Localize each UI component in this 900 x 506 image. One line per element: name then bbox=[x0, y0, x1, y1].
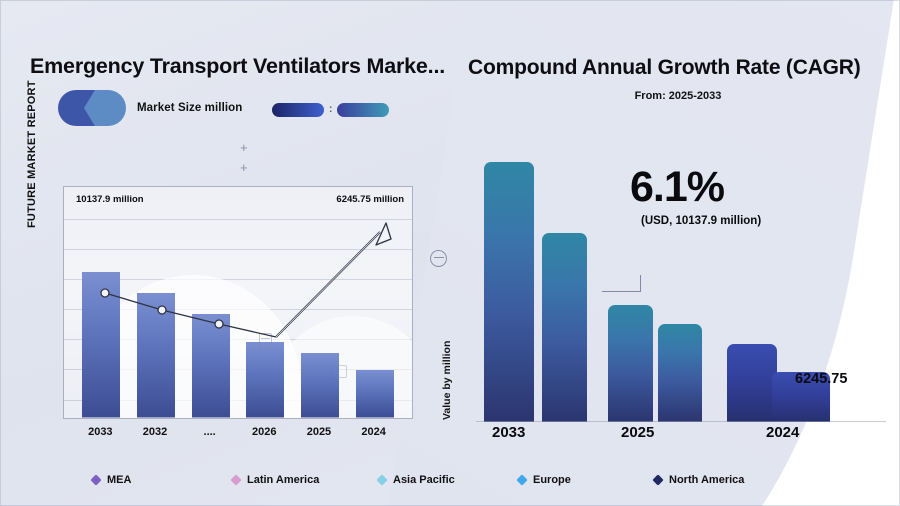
bar-mid bbox=[191, 314, 230, 418]
legend-label-europe: Europe bbox=[533, 474, 571, 486]
bar-2024 bbox=[355, 369, 394, 418]
cagr-title: Compound Annual Growth Rate (CAGR) bbox=[468, 56, 861, 79]
pill-indicator-group: : bbox=[272, 103, 390, 117]
left-chart-x-axis: 2033 2032 .... 2026 2025 2024 bbox=[63, 421, 411, 443]
bar-2025-primary bbox=[608, 305, 653, 422]
legend-swatch-latin-america bbox=[230, 474, 242, 486]
legend-swatch-mea bbox=[90, 474, 102, 486]
cagr-x-label-2025: 2025 bbox=[621, 424, 655, 441]
left-chart-value-end: 6245.75 million bbox=[336, 194, 404, 205]
cagr-x-label-2024: 2024 bbox=[766, 424, 800, 441]
cagr-x-axis: 2033 2025 2024 bbox=[476, 424, 876, 448]
bar-2033-secondary bbox=[542, 233, 587, 422]
x-label-2026: 2026 bbox=[252, 426, 277, 438]
x-label-2032: 2032 bbox=[142, 426, 168, 438]
left-chart-secondary-axis-label: Value by million bbox=[441, 340, 453, 420]
pill-indicator-b bbox=[337, 103, 390, 117]
brand-label: Market Size million bbox=[137, 102, 243, 114]
cagr-value: 6.1% bbox=[630, 163, 725, 211]
legend-label-mea: MEA bbox=[107, 474, 132, 486]
legend-item-europe[interactable]: Europe bbox=[516, 474, 571, 486]
chart-legend: MEA Latin America Asia Pacific Europe No… bbox=[0, 454, 900, 506]
page-title: Emergency Transport Ventilators Marke... bbox=[30, 54, 445, 78]
x-label-2024: 2024 bbox=[361, 426, 386, 438]
left-chart-overlay bbox=[100, 222, 392, 338]
x-label-2033: 2033 bbox=[88, 426, 113, 438]
brand-block: Market Size million bbox=[58, 90, 242, 126]
bar-2025 bbox=[300, 353, 339, 418]
x-label-ellipsis: .... bbox=[203, 426, 216, 438]
bar-2033 bbox=[82, 272, 121, 418]
bar-2025-secondary bbox=[658, 324, 702, 422]
left-bar-chart: 10137.9 million 6245.75 million bbox=[63, 186, 413, 419]
legend-item-asia-pacific[interactable]: Asia Pacific bbox=[376, 474, 455, 486]
left-chart-y-axis-label: FUTURE MARKET REPORT bbox=[26, 80, 38, 228]
pill-separator: : bbox=[329, 104, 333, 115]
cagr-x-label-2033: 2033 bbox=[492, 424, 526, 441]
legend-swatch-north-america bbox=[652, 474, 664, 486]
left-chart-value-start: 10137.9 million bbox=[76, 194, 144, 205]
circle-minus-icon[interactable] bbox=[430, 250, 447, 267]
legend-swatch-asia-pacific bbox=[376, 474, 388, 486]
legend-item-north-america[interactable]: North America bbox=[652, 474, 745, 486]
legend-label-asia-pacific: Asia Pacific bbox=[393, 474, 455, 486]
bar-2024-primary bbox=[727, 344, 777, 422]
left-chart-bars bbox=[64, 187, 412, 418]
legend-label-north-america: North America bbox=[669, 474, 745, 486]
legend-label-latin-america: Latin America bbox=[247, 474, 320, 486]
cagr-subtitle: From: 2025-2033 bbox=[634, 90, 722, 102]
legend-item-mea[interactable]: MEA bbox=[90, 474, 132, 486]
watermark-icon-2 bbox=[335, 364, 348, 378]
legend-swatch-europe bbox=[516, 474, 528, 486]
watermark-icon-1 bbox=[258, 332, 272, 348]
cagr-baseline bbox=[476, 421, 886, 422]
plus-icon-2: + bbox=[240, 160, 248, 175]
cagr-tick-mark bbox=[602, 275, 641, 292]
plus-icon-1: + bbox=[240, 140, 248, 155]
cagr-note: (USD, 10137.9 million) bbox=[641, 215, 762, 227]
cagr-bar-chart bbox=[476, 150, 876, 422]
pill-indicator-a bbox=[272, 103, 324, 117]
bar-2033-primary bbox=[484, 162, 534, 422]
bar-2032 bbox=[136, 293, 175, 418]
bar-2026 bbox=[246, 341, 285, 418]
legend-item-latin-america[interactable]: Latin America bbox=[230, 474, 320, 486]
bar-2024-secondary bbox=[772, 372, 830, 422]
x-label-2025: 2025 bbox=[306, 426, 332, 438]
overlapping-circles-logo-icon bbox=[58, 90, 126, 126]
cagr-highlight-value: 6245.75 bbox=[795, 371, 848, 387]
